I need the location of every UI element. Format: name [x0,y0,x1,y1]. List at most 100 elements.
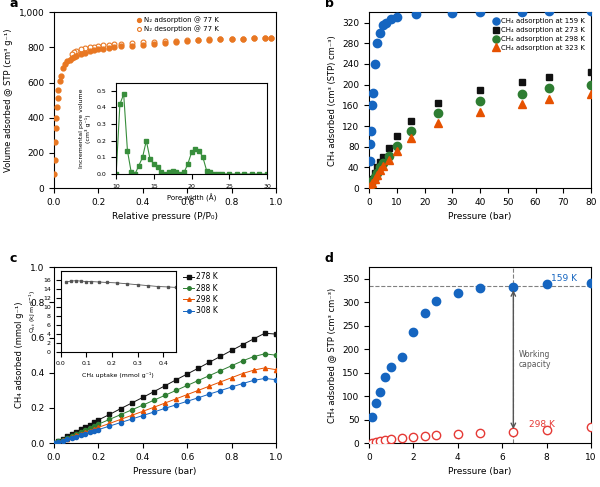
298 K [372,439,379,445]
N₂ desorption @ 77 K [86,44,93,50]
298 K [55,439,62,445]
288 K [217,368,224,374]
X-axis label: Pressure (bar): Pressure (bar) [448,212,512,222]
X-axis label: Relative pressure (P/P₀): Relative pressure (P/P₀) [112,212,218,222]
Line: CH₄ adsorption at 323 K: CH₄ adsorption at 323 K [365,90,595,191]
Line: 308 K: 308 K [52,376,278,445]
288 K [59,437,67,443]
298 K [106,421,113,427]
298 K [73,432,80,438]
298 K [150,404,157,410]
278 K [217,354,224,359]
N₂ desorption @ 77 K [184,37,191,43]
298 K [228,375,235,381]
278 K [64,433,71,439]
Line: 159 K: 159 K [368,279,595,422]
308 K [55,439,62,445]
159 K [454,290,461,296]
CH₄ adsorption at 273 K [587,69,595,75]
288 K [150,397,157,403]
308 K [106,423,113,429]
308 K [272,377,280,383]
Text: c: c [10,252,17,265]
308 K [250,377,257,383]
N₂ adsorption @ 77 K [57,73,64,78]
298 K [91,426,98,432]
N₂ adsorption @ 77 K [268,35,275,40]
CH₄ adsorption at 298 K [435,110,442,116]
CH₄ adsorption at 323 K [366,184,373,190]
288 K [86,425,93,431]
288 K [239,358,246,364]
N₂ desorption @ 77 K [91,44,98,50]
CH₄ adsorption at 273 K [393,133,400,139]
288 K [228,363,235,369]
298 K [86,428,93,433]
298 K [117,416,124,422]
Y-axis label: CH₄ adsorbed @ STP (cm³ cm⁻³): CH₄ adsorbed @ STP (cm³ cm⁻³) [328,288,337,423]
Legend: 278 K, 288 K, 298 K, 308 K: 278 K, 288 K, 298 K, 308 K [180,269,221,318]
298 K [388,436,395,442]
Line: 298 K: 298 K [52,366,278,445]
CH₄ adsorption at 159 K [368,128,375,134]
N₂ desorption @ 77 K [68,51,76,56]
308 K [139,412,146,418]
CH₄ adsorption at 273 K [546,74,553,80]
159 K [410,329,417,335]
298 K [250,367,257,373]
288 K [117,412,124,417]
Text: d: d [325,252,334,265]
278 K [272,331,280,337]
298 K [410,434,417,440]
X-axis label: Pressure (bar): Pressure (bar) [448,468,512,476]
CH₄ adsorption at 323 K [393,148,400,154]
N₂ adsorption @ 77 K [128,43,135,49]
308 K [77,432,84,438]
278 K [228,348,235,354]
278 K [128,400,135,406]
288 K [95,421,102,427]
N₂ desorption @ 77 K [172,38,179,44]
298 K [77,431,84,437]
CH₄ adsorption at 159 K [413,11,420,17]
Legend: N₂ adsorption @ 77 K, N₂ desorption @ 77 K: N₂ adsorption @ 77 K, N₂ desorption @ 77… [133,14,221,35]
CH₄ adsorption at 273 K [367,181,374,187]
278 K [50,440,58,446]
N₂ desorption @ 77 K [70,49,77,55]
N₂ adsorption @ 77 K [161,40,169,46]
159 K [377,389,384,394]
N₂ desorption @ 77 K [106,42,113,48]
N₂ desorption @ 77 K [110,41,118,47]
CH₄ adsorption at 273 K [366,183,373,189]
N₂ desorption @ 77 K [82,45,89,51]
308 K [59,438,67,444]
Line: CH₄ adsorption at 298 K: CH₄ adsorption at 298 K [365,80,595,191]
308 K [117,420,124,426]
N₂ adsorption @ 77 K [217,37,224,42]
288 K [55,438,62,444]
159 K [543,281,550,286]
308 K [73,434,80,440]
N₂ adsorption @ 77 K [51,157,58,163]
278 K [91,419,98,425]
298 K [381,437,388,443]
298 K [161,400,169,406]
N₂ adsorption @ 77 K [70,54,77,60]
Line: CH₄ adsorption at 159 K: CH₄ adsorption at 159 K [365,6,595,166]
N₂ adsorption @ 77 K [206,37,213,43]
N₂ adsorption @ 77 K [54,95,61,101]
N₂ adsorption @ 77 K [228,36,235,42]
CH₄ adsorption at 159 K [587,8,595,14]
288 K [172,388,179,393]
Y-axis label: CH₄ adsorbed (mmol g⁻¹): CH₄ adsorbed (mmol g⁻¹) [16,302,25,409]
N₂ desorption @ 77 K [228,36,235,42]
Line: N₂ adsorption @ 77 K: N₂ adsorption @ 77 K [52,35,274,176]
CH₄ adsorption at 323 K [435,120,442,126]
308 K [206,391,213,397]
N₂ adsorption @ 77 K [68,55,76,61]
CH₄ adsorption at 159 K [368,102,376,108]
Line: 278 K: 278 K [52,331,278,445]
298 K [68,434,76,440]
CH₄ adsorption at 298 K [379,160,386,166]
159 K [369,414,376,420]
